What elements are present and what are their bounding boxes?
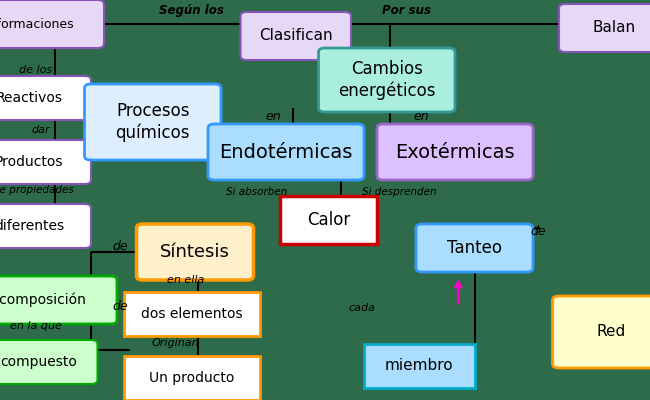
- Text: Reactivos: Reactivos: [0, 91, 63, 105]
- FancyBboxPatch shape: [208, 124, 364, 180]
- FancyBboxPatch shape: [240, 12, 351, 60]
- FancyBboxPatch shape: [84, 84, 221, 160]
- FancyBboxPatch shape: [416, 224, 533, 272]
- Text: Por sus: Por sus: [382, 4, 431, 17]
- Text: de propiedades: de propiedades: [0, 185, 74, 195]
- Text: de: de: [112, 240, 128, 252]
- Text: sformaciones: sformaciones: [0, 18, 74, 30]
- Text: en: en: [413, 110, 429, 122]
- Text: Originan: Originan: [151, 338, 200, 348]
- FancyBboxPatch shape: [377, 124, 533, 180]
- Text: Red: Red: [597, 324, 625, 340]
- Text: en ella: en ella: [166, 275, 204, 285]
- FancyBboxPatch shape: [136, 224, 254, 280]
- FancyBboxPatch shape: [364, 344, 474, 388]
- Text: Cambios
energéticos: Cambios energéticos: [338, 60, 436, 100]
- FancyBboxPatch shape: [0, 276, 117, 324]
- Text: Si desprenden: Si desprenden: [363, 187, 437, 197]
- FancyBboxPatch shape: [280, 196, 377, 244]
- Text: Un producto: Un producto: [149, 371, 235, 385]
- Text: Síntesis: Síntesis: [160, 243, 230, 261]
- FancyBboxPatch shape: [552, 296, 650, 368]
- Text: cada: cada: [348, 303, 376, 313]
- Text: Clasifican: Clasifican: [259, 28, 333, 44]
- FancyBboxPatch shape: [0, 340, 98, 384]
- Text: de: de: [530, 226, 546, 238]
- Text: Si absorben: Si absorben: [226, 187, 287, 197]
- FancyBboxPatch shape: [124, 356, 260, 400]
- Text: Exotérmicas: Exotérmicas: [395, 142, 515, 162]
- Text: Calor: Calor: [307, 211, 350, 229]
- Text: diferentes: diferentes: [0, 219, 64, 233]
- Text: de los: de los: [20, 65, 52, 75]
- Text: Balan: Balan: [593, 20, 636, 36]
- Text: scomposición: scomposición: [0, 293, 86, 307]
- FancyBboxPatch shape: [559, 4, 650, 52]
- Text: de: de: [112, 300, 128, 312]
- Text: Productos: Productos: [0, 155, 64, 169]
- Text: Endotérmicas: Endotérmicas: [219, 142, 353, 162]
- Text: compuesto: compuesto: [1, 355, 77, 369]
- FancyBboxPatch shape: [124, 292, 260, 336]
- Text: dos elementos: dos elementos: [141, 307, 242, 321]
- Text: Según los: Según los: [159, 4, 224, 17]
- Text: en: en: [265, 110, 281, 122]
- FancyBboxPatch shape: [0, 76, 91, 120]
- Text: dar: dar: [32, 125, 50, 135]
- Text: miembro: miembro: [385, 358, 454, 374]
- FancyBboxPatch shape: [0, 204, 91, 248]
- Text: Tanteo: Tanteo: [447, 239, 502, 257]
- FancyBboxPatch shape: [0, 140, 91, 184]
- Text: Procesos
químicos: Procesos químicos: [116, 102, 190, 142]
- FancyBboxPatch shape: [0, 0, 104, 48]
- Text: en la que: en la que: [10, 321, 62, 331]
- FancyBboxPatch shape: [318, 48, 455, 112]
